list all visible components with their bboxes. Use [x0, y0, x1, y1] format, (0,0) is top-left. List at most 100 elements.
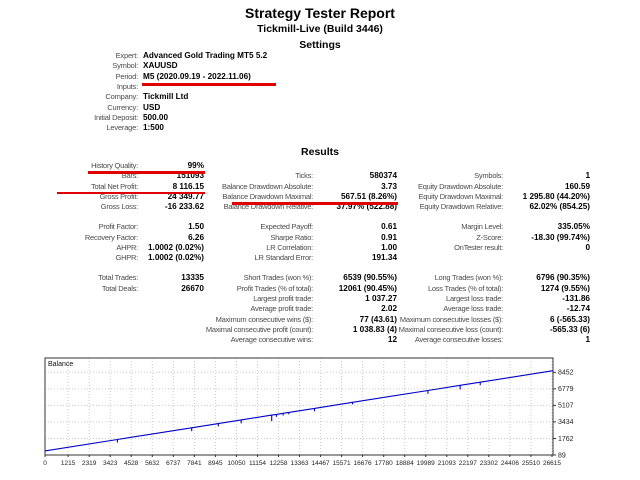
- row-label: Z-Score:: [476, 232, 503, 242]
- svg-text:18884: 18884: [396, 460, 414, 467]
- row-value: 8 116.15: [172, 181, 204, 191]
- svg-text:6737: 6737: [166, 460, 181, 467]
- row-value: 24 349.77: [167, 192, 204, 202]
- row-label: Maximum consecutive losses ($):: [399, 314, 503, 324]
- row-label: Symbols:: [474, 171, 503, 181]
- row-label: History Quality:: [91, 161, 138, 170]
- report-row: Average consecutive wins: 12 Average conse…: [0, 335, 640, 345]
- row-value: 13335: [181, 273, 204, 283]
- row-value: 1: [585, 171, 590, 181]
- row-label: LR Standard Error:: [254, 253, 314, 263]
- row-value: 2.02: [381, 304, 397, 314]
- row-value: 1 038.83 (4): [352, 325, 397, 334]
- svg-text:5107: 5107: [558, 403, 574, 410]
- svg-text:25510: 25510: [522, 460, 540, 467]
- svg-text:26615: 26615: [543, 460, 561, 467]
- svg-text:17780: 17780: [375, 460, 393, 467]
- row-value: 26670: [181, 283, 204, 293]
- row-label: Loss Trades (% of total):: [427, 283, 503, 293]
- row-label: Long Trades (won %):: [434, 273, 504, 283]
- svg-text:8945: 8945: [208, 460, 223, 467]
- row-value: 0: [585, 243, 590, 252]
- report-row: Total Net Profit: 8 116.15 Balance Drawdow…: [0, 182, 640, 192]
- row-label: OnTester result:: [454, 243, 503, 252]
- setting-label: Inputs:: [116, 82, 138, 92]
- row-value: 1.0002 (0.02%): [148, 253, 204, 263]
- row-value: 191.34: [371, 253, 397, 263]
- row-value: 6796 (90.35%): [536, 273, 590, 283]
- svg-text:19989: 19989: [417, 460, 435, 467]
- row-label: Ticks:: [295, 171, 313, 181]
- row-value: 1.50: [188, 222, 204, 232]
- svg-text:14467: 14467: [312, 460, 330, 467]
- row-value: 6539 (90.55%): [343, 273, 397, 283]
- row-value: 6.26: [188, 232, 204, 242]
- setting-value: XAUUSD: [143, 61, 178, 71]
- row-label: Equity Drawdown Maximal:: [418, 192, 504, 202]
- red-underline-total-net-profit: [57, 191, 205, 195]
- report-subtitle: Tickmill-Live (Build 3446): [257, 23, 383, 35]
- setting-label: Period:: [115, 71, 139, 81]
- svg-text:12258: 12258: [269, 460, 287, 467]
- svg-text:8452: 8452: [558, 370, 574, 377]
- setting-value: 500.00: [143, 113, 169, 123]
- setting-label: Currency:: [107, 102, 138, 112]
- row-value: -12.74: [566, 304, 590, 314]
- results-heading: Results: [301, 146, 339, 158]
- row-value: 567.51 (8.26%): [341, 192, 397, 202]
- svg-text:16676: 16676: [354, 460, 372, 467]
- row-label: Balance Drawdown Absolute:: [221, 181, 313, 191]
- row-label: Gross Loss:: [100, 202, 139, 212]
- row-value: -18.30 (99.74%): [531, 232, 590, 242]
- row-label: Total Trades:: [98, 273, 138, 283]
- setting-value: 1:500: [143, 123, 164, 133]
- svg-text:23302: 23302: [480, 460, 498, 467]
- row-value: 6 (-565.33): [549, 314, 590, 324]
- setting-label: Symbol:: [112, 61, 138, 71]
- row-label: Expected Payoff:: [260, 222, 313, 232]
- results-block: History Quality: 99% Bars: 151093 Ticks: 5803…: [0, 161, 640, 213]
- report-row: GHPR: 1.0002 (0.02%) LR Standard Error: 191…: [0, 253, 640, 263]
- row-value: 99%: [187, 161, 204, 170]
- report-row: Maximal consecutive profit (count): 1 038…: [0, 325, 640, 335]
- row-label: Short Trades (won %):: [243, 273, 314, 283]
- report-row: Gross Profit: 24 349.77 Balance Drawdown M…: [0, 192, 640, 202]
- row-value: 77 (43.61): [359, 314, 397, 324]
- row-value: -131.86: [562, 293, 590, 303]
- setting-value: M5 (2020.09.19 - 2022.11.06): [143, 71, 251, 81]
- row-label: AHPR:: [116, 243, 138, 252]
- report-row: Largest profit trade: 1 037.27 Largest los…: [0, 294, 640, 304]
- row-label: Margin Level:: [461, 222, 503, 232]
- row-value: 160.59: [564, 181, 590, 191]
- row-label: Recovery Factor:: [84, 232, 138, 242]
- report-title: Strategy Tester Report: [245, 5, 395, 21]
- settings-row: Leverage: 1:500: [0, 123, 640, 133]
- setting-label: Company:: [105, 92, 138, 102]
- row-label: Largest profit trade:: [253, 293, 313, 303]
- row-label: Average consecutive wins:: [230, 335, 314, 345]
- setting-label: Initial Deposit:: [94, 113, 138, 123]
- report-row: Total Deals: 26670 Profit Trades (% of tot…: [0, 284, 640, 294]
- results-block: Total Trades: 13335 Short Trades (won %): 6…: [0, 273, 640, 345]
- row-label: LR Correlation:: [266, 243, 313, 252]
- svg-text:1215: 1215: [61, 460, 76, 467]
- settings-row: Inputs:: [0, 82, 640, 92]
- row-label: Largest loss trade:: [446, 293, 503, 303]
- report-row: Recovery Factor: 6.26 Sharpe Ratio: 0.91 Z-S…: [0, 233, 640, 243]
- svg-text:3423: 3423: [103, 460, 118, 467]
- report-row: Bars: 151093 Ticks: 580374 Symbols: 1: [0, 171, 640, 181]
- settings-row: Symbol: XAUUSD: [0, 61, 640, 71]
- row-value: 1.00: [381, 243, 397, 252]
- svg-text:13363: 13363: [290, 460, 308, 467]
- svg-text:10050: 10050: [227, 460, 245, 467]
- svg-text:3434: 3434: [558, 419, 574, 426]
- red-underline-period: [142, 83, 276, 86]
- row-value: 1 037.27: [365, 293, 397, 303]
- settings-heading: Settings: [299, 39, 341, 51]
- row-value: 1: [585, 335, 590, 345]
- results-table: History Quality: 99% Bars: 151093 Ticks: 5803…: [0, 161, 640, 346]
- row-label: Maximal consecutive loss (count):: [398, 325, 504, 334]
- row-label: Total Net Profit:: [90, 181, 138, 191]
- row-value: 37.97% (522.88): [336, 202, 397, 212]
- row-label: Balance Drawdown Maximal:: [222, 192, 314, 202]
